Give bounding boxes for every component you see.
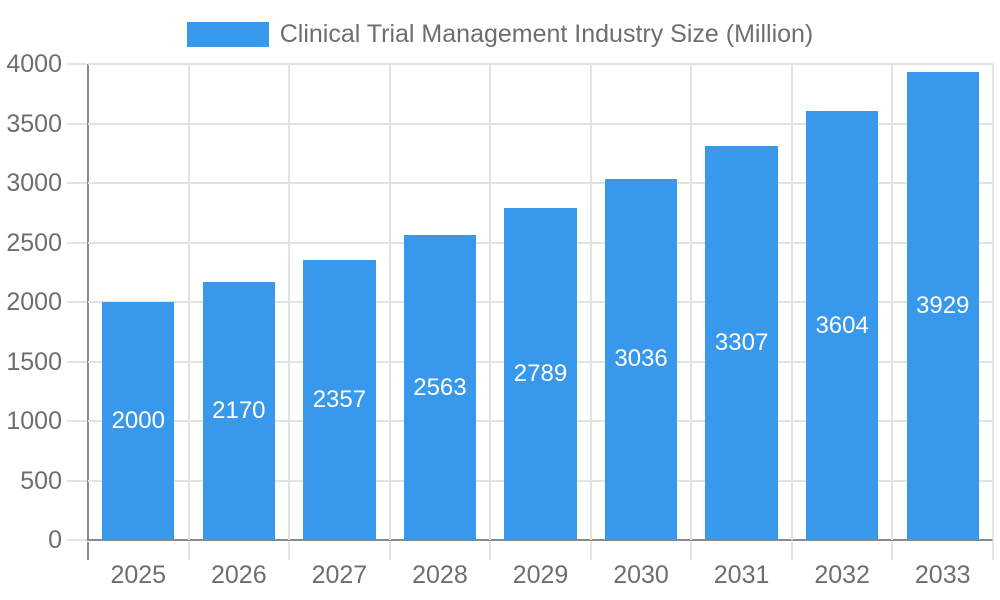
y-tick-mark [67, 182, 87, 184]
y-tick-mark [67, 420, 87, 422]
x-tick-mark [790, 542, 793, 560]
bar[interactable]: 3036 [604, 178, 678, 540]
x-tick-label: 2033 [914, 561, 971, 589]
legend-swatch [186, 21, 269, 47]
x-tick-mark [992, 542, 994, 560]
y-tick-label: 2000 [6, 288, 62, 316]
bar[interactable]: 2000 [102, 302, 175, 540]
bar[interactable]: 2563 [403, 235, 477, 540]
y-tick-mark [67, 301, 87, 303]
x-gridline [690, 64, 693, 540]
y-tick-label: 3500 [6, 109, 62, 138]
x-tick-label: 2027 [311, 561, 368, 589]
x-tick-mark [87, 542, 89, 560]
y-tick-mark [67, 122, 87, 125]
x-tick-label: 2026 [211, 561, 267, 589]
x-tick-label: 2028 [412, 561, 468, 589]
bar-value-label: 2357 [312, 385, 367, 413]
y-tick-label: 2500 [6, 228, 62, 257]
bar-value-label: 3929 [916, 292, 970, 320]
x-gridline [992, 64, 994, 540]
y-gridline [88, 122, 993, 125]
x-gridline [187, 64, 190, 540]
y-gridline [88, 63, 993, 65]
bar[interactable]: 3307 [705, 146, 778, 540]
bar-value-label: 2000 [111, 407, 165, 434]
plot-area: 0 500 1000 1500 2000 2500 3000 3500 4000 2025 2026… [6, 50, 994, 589]
bar[interactable]: 2170 [202, 281, 276, 540]
bar[interactable]: 3604 [805, 111, 879, 540]
bar-value-label: 3036 [614, 345, 668, 373]
y-tick-mark [67, 360, 87, 363]
x-gridline [489, 64, 492, 540]
x-tick-mark [489, 542, 492, 560]
x-tick-mark [288, 542, 291, 560]
y-tick-mark [67, 241, 87, 244]
x-gridline [288, 64, 291, 540]
bar[interactable]: 2357 [303, 259, 376, 540]
y-tick-label: 0 [48, 526, 62, 554]
x-gridline [589, 64, 592, 540]
x-tick-label: 2031 [713, 561, 770, 589]
x-tick-label: 2029 [512, 561, 569, 589]
y-tick-label: 500 [20, 466, 62, 495]
y-gridline [88, 182, 993, 184]
x-tick-label: 2032 [814, 561, 870, 589]
bar-value-label: 3604 [815, 311, 869, 339]
x-tick-mark [187, 542, 190, 560]
y-tick-label: 3000 [6, 169, 62, 197]
x-tick-label: 2025 [110, 561, 167, 589]
y-tick-mark [67, 539, 87, 541]
y-tick-label: 1500 [6, 347, 62, 376]
x-tick-label: 2030 [613, 561, 669, 589]
x-tick-mark [589, 542, 592, 560]
y-tick-label: 4000 [6, 50, 62, 78]
x-tick-mark [388, 542, 391, 560]
y-tick-mark [67, 63, 87, 65]
x-gridline [790, 64, 793, 540]
bar-value-label: 2789 [513, 360, 568, 388]
x-gridline [891, 64, 894, 540]
legend-label: Clinical Trial Management Industry Size … [279, 20, 814, 48]
x-tick-mark [690, 542, 693, 560]
y-tick-mark [67, 479, 87, 482]
x-tick-mark [891, 542, 894, 560]
y-tick-label: 1000 [6, 407, 62, 435]
x-gridline [388, 64, 391, 540]
bar[interactable]: 2789 [504, 208, 577, 540]
bar-value-label: 3307 [714, 329, 769, 357]
legend[interactable]: Clinical Trial Management Industry Size … [0, 18, 1000, 50]
bar[interactable]: 3929 [906, 72, 979, 540]
bar-value-label: 2563 [413, 373, 467, 401]
x-axis-line [87, 539, 993, 541]
bar-value-label: 2170 [212, 396, 266, 424]
